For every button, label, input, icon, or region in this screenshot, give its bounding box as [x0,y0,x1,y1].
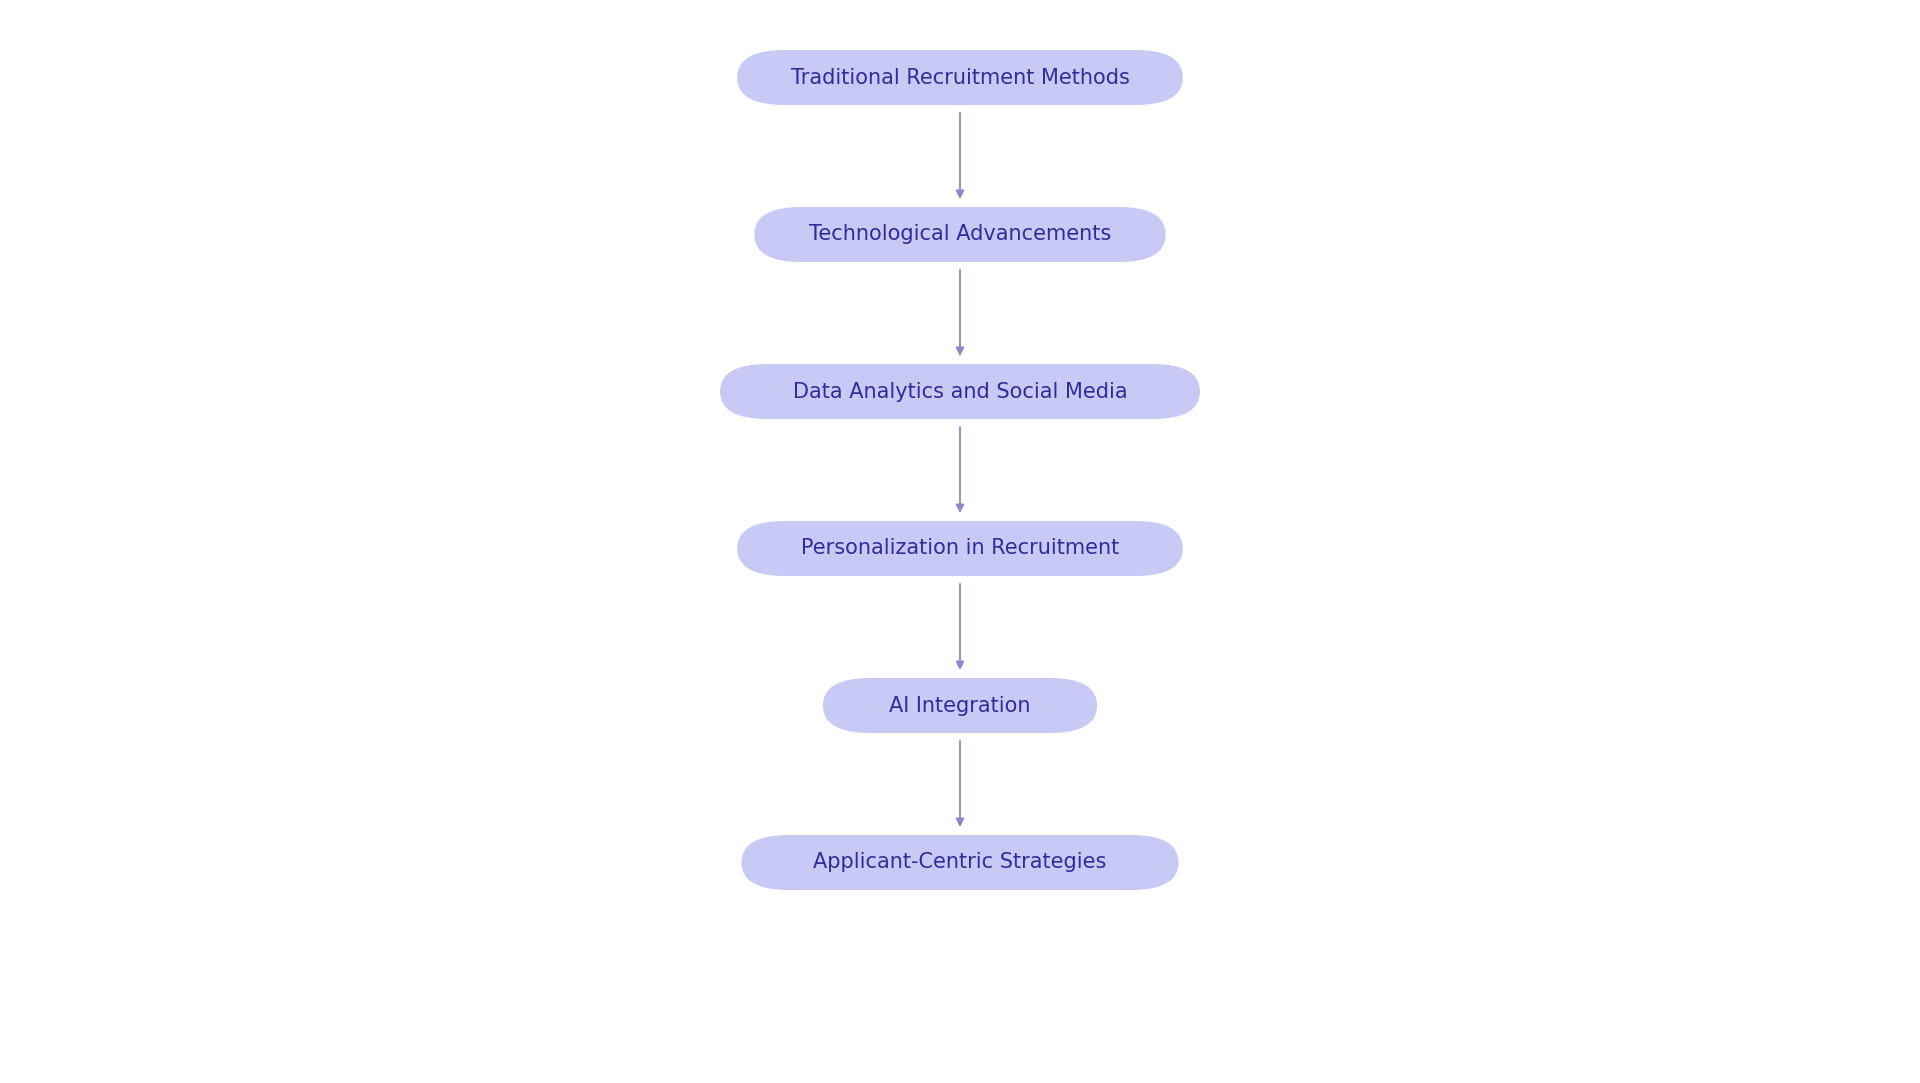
FancyBboxPatch shape [824,678,1096,733]
Text: Technological Advancements: Technological Advancements [808,224,1112,245]
FancyBboxPatch shape [755,207,1165,262]
FancyBboxPatch shape [737,50,1183,105]
Text: Traditional Recruitment Methods: Traditional Recruitment Methods [791,67,1129,88]
FancyBboxPatch shape [741,835,1179,890]
FancyBboxPatch shape [737,521,1183,576]
Text: AI Integration: AI Integration [889,695,1031,716]
Text: Applicant-Centric Strategies: Applicant-Centric Strategies [814,852,1106,873]
Text: Personalization in Recruitment: Personalization in Recruitment [801,538,1119,559]
FancyBboxPatch shape [720,364,1200,419]
Text: Data Analytics and Social Media: Data Analytics and Social Media [793,381,1127,402]
